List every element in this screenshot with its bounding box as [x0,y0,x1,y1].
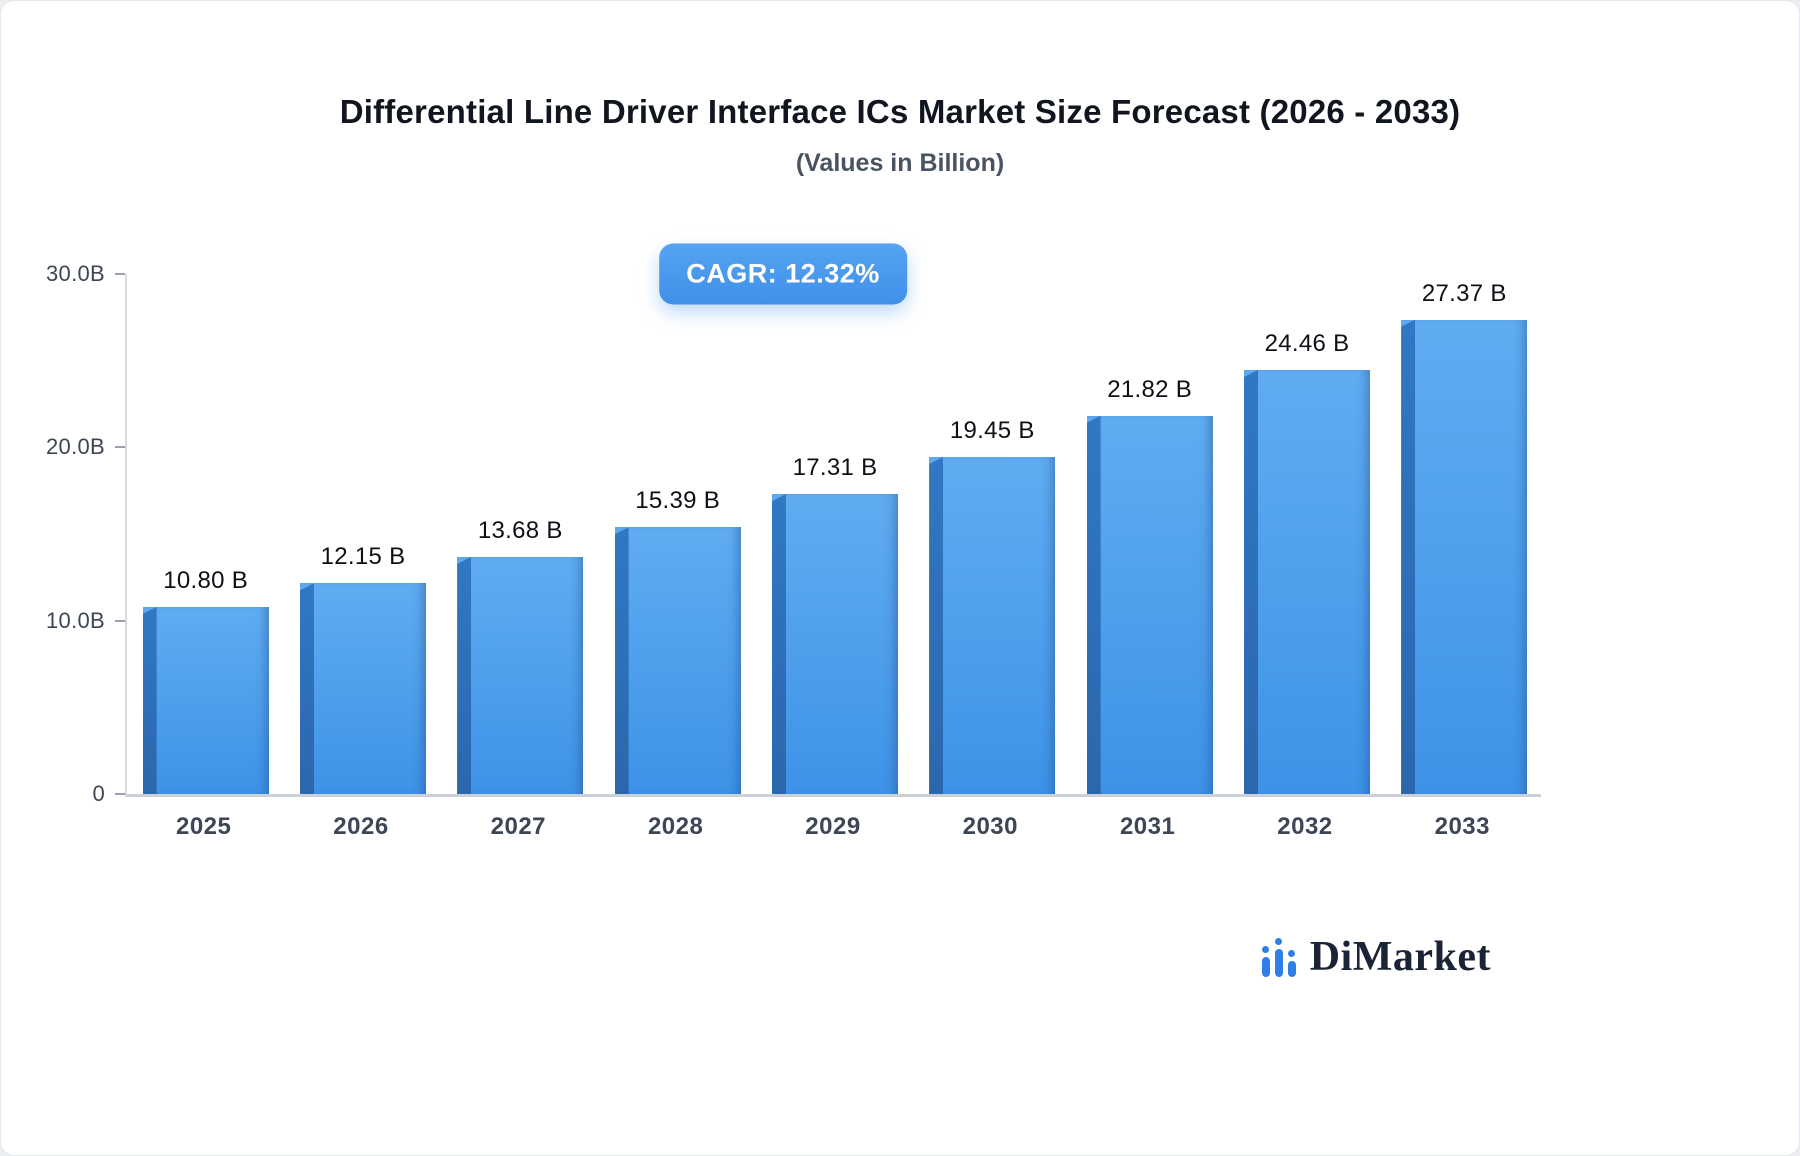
brand-footer: DiMarket [25,933,1491,981]
bar-chart-icon-col [1287,950,1296,977]
bar-value-label-2025: 10.80 B [163,566,249,594]
bar-chart-icon-col [1261,946,1270,977]
bar-2027 [457,556,584,794]
bar-slot-2025: 10.80 B [127,274,284,794]
bar-2026 [299,583,426,794]
bar-2030 [929,456,1056,794]
y-tick-20.0B: 20.0B [46,434,125,460]
bar-2025 [142,606,269,794]
bar-2033 [1401,319,1528,794]
bar-slot-2030: 19.45 B [914,274,1071,794]
cagr-badge: CAGR: 12.32% [659,243,907,305]
x-axis-labels: 2025 2026 2027 2028 2029 2030 2031 2032 2033 [125,797,1541,841]
bar-slot-2033: 27.37 B [1386,274,1543,794]
x-label-2031: 2031 [1119,813,1176,840]
y-tick-10.0B: 10.0B [46,608,125,634]
plot-area: 10.80 B 12.15 B 13.68 B 15.39 B 17.31 B 19.45… [125,274,1541,797]
chart-inner: 30.0B 20.0B 10.0B 0 10.80 B 12.15 B 13.68 B 15… [25,261,1541,806]
x-label-2029: 2029 [805,813,861,840]
y-axis: 30.0B 20.0B 10.0B 0 [25,261,125,806]
x-label-2030: 2030 [962,813,1018,840]
bar-value-label-2026: 12.15 B [320,543,406,571]
bar-slot-2028: 15.39 B [599,274,756,794]
x-label-2026: 2026 [333,813,389,840]
bar-value-label-2029: 17.31 B [792,453,878,481]
chart-title: Differential Line Driver Interface ICs M… [339,93,1461,130]
bar-value-label-2033: 27.37 B [1421,279,1507,307]
x-label-2028: 2028 [647,813,704,840]
bar-slot-2029: 17.31 B [756,274,913,794]
x-label-2027: 2027 [490,813,547,840]
y-tick-0: 0 [92,781,125,807]
bar-2031 [1086,415,1213,794]
x-label-2032: 2032 [1277,813,1333,840]
bar-2029 [771,493,898,794]
bar-value-label-2031: 21.82 B [1107,375,1193,403]
bar-slot-2032: 24.46 B [1228,274,1385,794]
x-label-2033: 2033 [1434,813,1490,840]
bar-slot-2031: 21.82 B [1071,274,1228,794]
bar-slot-2027: 13.68 B [442,274,599,794]
y-tick-30.0B: 30.0B [46,261,125,287]
bar-value-label-2032: 24.46 B [1264,330,1350,358]
bar-slot-2026: 12.15 B [284,274,441,794]
chart-region: CAGR: 12.32% 30.0B 20.0B 10.0B 0 10.80 B 12.… [25,243,1541,841]
title-block: Differential Line Driver Interface ICs M… [1,1,1799,178]
bar-value-label-2027: 13.68 B [477,516,563,544]
bar-chart-icon-col [1274,938,1283,977]
brand-name: DiMarket [1309,934,1491,980]
bar-2028 [614,527,741,794]
bar-chart-icon [1261,937,1296,977]
bar-2032 [1243,370,1370,794]
bar-value-label-2028: 15.39 B [635,487,721,515]
chart-subtitle: (Values in Billion) [795,149,1005,177]
x-label-2025: 2025 [175,813,232,840]
bar-value-label-2030: 19.45 B [949,416,1035,444]
